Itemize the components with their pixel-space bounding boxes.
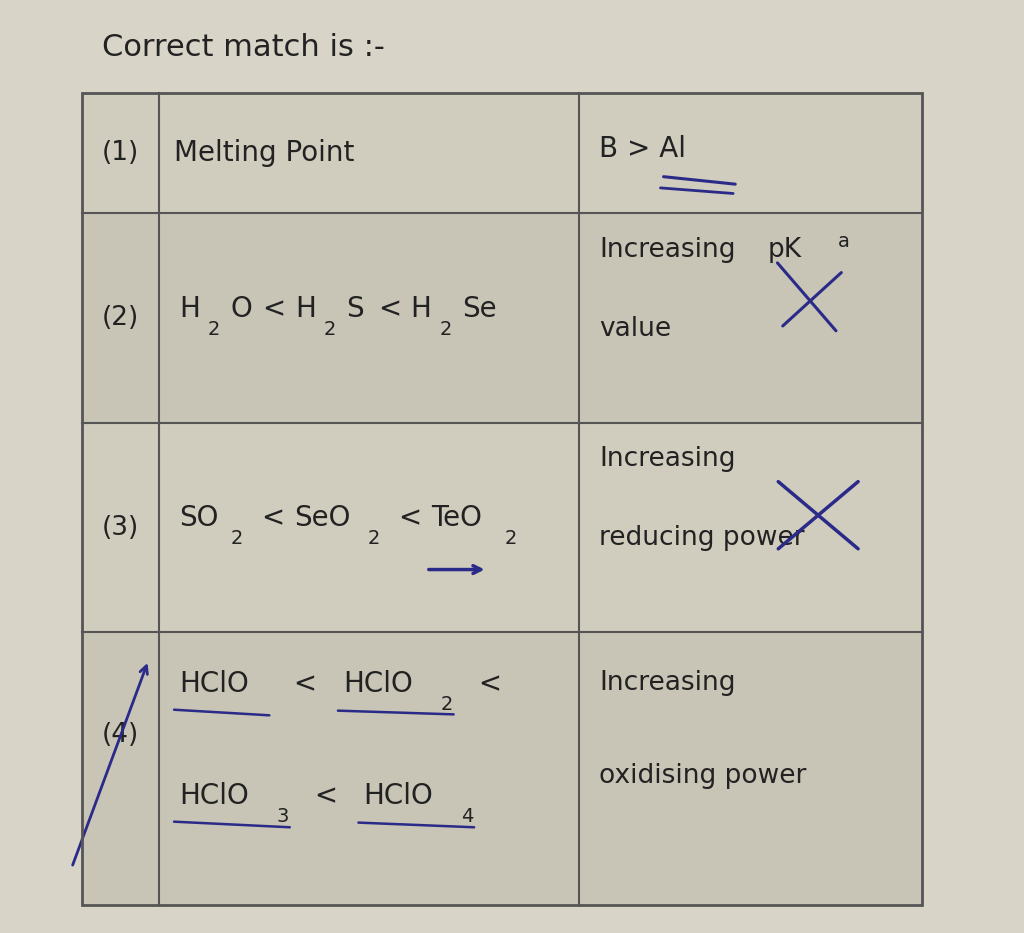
Text: S: S <box>346 295 364 323</box>
Text: B > Al: B > Al <box>599 134 686 162</box>
Text: 3: 3 <box>276 806 289 826</box>
Text: (3): (3) <box>101 515 139 540</box>
Text: SeO: SeO <box>294 504 350 532</box>
Text: O: O <box>230 295 252 323</box>
Text: Increasing: Increasing <box>599 670 735 696</box>
Text: oxidising power: oxidising power <box>599 763 807 789</box>
Text: (2): (2) <box>101 305 139 331</box>
Text: Increasing: Increasing <box>599 237 735 263</box>
Text: <: < <box>253 504 294 532</box>
Text: 2: 2 <box>439 320 452 339</box>
Text: HClO: HClO <box>179 670 249 698</box>
Text: 2: 2 <box>208 320 220 339</box>
Bar <box>82 214 922 423</box>
Bar <box>82 93 922 905</box>
Text: Correct match is :-: Correct match is :- <box>102 33 385 62</box>
Text: (4): (4) <box>101 722 139 748</box>
Text: <: < <box>370 295 411 323</box>
Text: <: < <box>390 504 431 532</box>
Text: 2: 2 <box>324 320 336 339</box>
Text: reducing power: reducing power <box>599 525 805 551</box>
Text: TeO: TeO <box>431 504 482 532</box>
Text: 2: 2 <box>440 694 453 714</box>
Text: <: < <box>461 670 502 698</box>
Text: H: H <box>295 295 315 323</box>
Text: HClO: HClO <box>364 782 433 810</box>
Text: H: H <box>411 295 431 323</box>
Text: <: < <box>254 295 295 323</box>
Text: Melting Point: Melting Point <box>174 139 354 167</box>
Text: HClO: HClO <box>343 670 413 698</box>
Text: 4: 4 <box>461 806 473 826</box>
Text: SO: SO <box>179 504 218 532</box>
Text: value: value <box>599 316 671 342</box>
Text: a: a <box>838 232 850 251</box>
Text: 2: 2 <box>505 529 517 549</box>
Text: pK: pK <box>768 237 802 263</box>
Text: (1): (1) <box>101 140 139 166</box>
Text: 2: 2 <box>368 529 380 549</box>
Bar <box>82 633 922 905</box>
Text: Se: Se <box>462 295 497 323</box>
Text: <: < <box>297 782 355 810</box>
Text: 2: 2 <box>230 529 243 549</box>
Bar <box>82 423 922 633</box>
Text: HClO: HClO <box>179 782 249 810</box>
Text: Increasing: Increasing <box>599 446 735 472</box>
Text: <: < <box>276 670 335 698</box>
Text: H: H <box>179 295 200 323</box>
Bar <box>82 93 922 214</box>
